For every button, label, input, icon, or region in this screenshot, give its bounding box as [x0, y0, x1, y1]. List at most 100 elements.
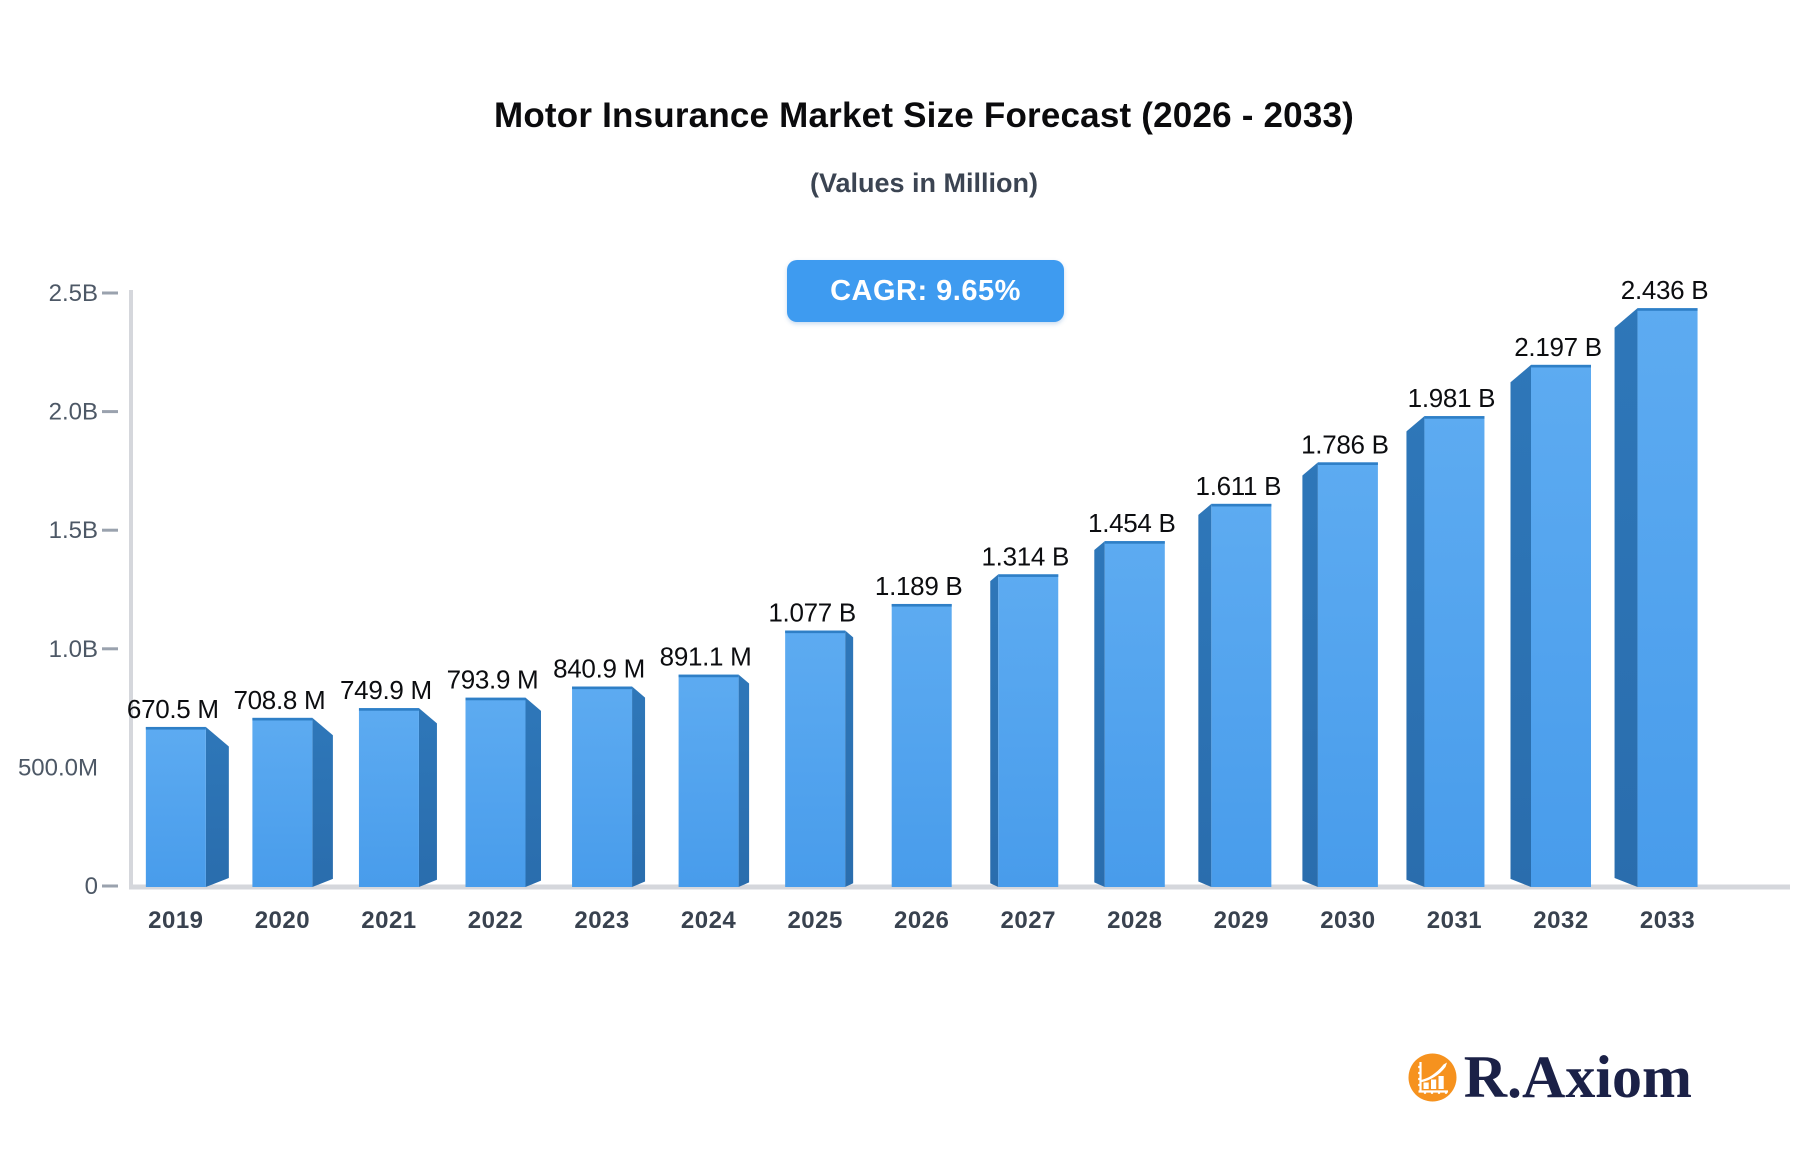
x-axis-label: 2031 [1427, 907, 1482, 934]
x-axis-label: 2023 [574, 907, 629, 934]
brand-name: R.Axiom [1463, 1044, 1692, 1110]
bar-top-edge [1424, 416, 1485, 419]
bar-2024[interactable] [678, 674, 750, 887]
bar-top-edge [572, 686, 633, 690]
bar-side-face [1094, 541, 1105, 887]
bar-top-edge [1317, 462, 1378, 465]
bar-value-label: 708.8 M [233, 685, 325, 715]
y-axis-tick [102, 884, 118, 888]
y-axis-label: 1.0B [49, 636, 98, 663]
bar-value-label: 2.436 B [1621, 275, 1709, 305]
bar-side-face [418, 708, 437, 887]
bar-top-edge [358, 708, 419, 711]
bar-side-face [525, 697, 541, 887]
bar-side-face [312, 717, 333, 887]
bar-front-face [1531, 364, 1591, 888]
brand-logo: R.Axiom [1408, 1044, 1692, 1110]
bar-2021[interactable] [358, 708, 437, 887]
bar-2027[interactable] [990, 574, 1059, 887]
bar-2019[interactable] [145, 726, 229, 887]
chart-title: Motor Insurance Market Size Forecast (20… [493, 96, 1355, 135]
bar-value-label: 1.454 B [1088, 508, 1176, 538]
y-axis-tick [102, 291, 118, 295]
y-axis-label: 2.5B [49, 280, 98, 307]
bar-side-face [738, 674, 750, 887]
bar-value-label: 749.9 M [340, 675, 432, 705]
bar-front-face [1104, 541, 1165, 887]
cagr-badge: CAGR: 9.65% [787, 260, 1064, 322]
y-axis-label: 2.0B [49, 399, 98, 426]
x-axis-label: 2025 [787, 907, 842, 934]
x-axis-baseline [129, 884, 1790, 890]
bar-2026[interactable] [891, 603, 952, 887]
x-axis-label: 2024 [681, 907, 737, 934]
bar-value-label: 1.981 B [1408, 383, 1496, 413]
bar-front-face [678, 674, 739, 887]
bar-top-edge [678, 674, 739, 678]
bar-front-face [785, 630, 846, 887]
bar-2030[interactable] [1302, 462, 1378, 887]
bar-front-face [252, 717, 313, 887]
bar-value-label: 1.189 B [875, 571, 963, 601]
cagr-badge-label: CAGR: 9.65% [830, 274, 1021, 307]
bar-2022[interactable] [465, 697, 542, 887]
bar-2032[interactable] [1510, 364, 1592, 888]
bar-side-face [205, 726, 229, 887]
bar-2025[interactable] [785, 630, 854, 887]
y-axis-line [129, 290, 133, 889]
bar-top-edge [785, 630, 846, 634]
bar-top-edge [145, 726, 206, 730]
bar-front-face [998, 574, 1059, 887]
bar-front-face [1637, 308, 1698, 887]
bar-2033[interactable] [1614, 308, 1698, 887]
bar-chart-growth-icon [1408, 1053, 1457, 1101]
bar-2028[interactable] [1094, 541, 1165, 887]
bar-value-label: 793.9 M [447, 665, 539, 695]
bar-front-face [145, 726, 206, 887]
bar-front-face [572, 686, 633, 887]
x-axis-label: 2026 [894, 907, 949, 934]
bar-side-face [1510, 364, 1531, 888]
bar-value-label: 1.611 B [1196, 471, 1282, 501]
bar-top-edge [891, 603, 952, 607]
x-axis-label: 2030 [1320, 907, 1375, 934]
bar-top-edge [1637, 308, 1698, 311]
bar-value-label: 1.314 B [981, 541, 1069, 571]
bar-front-face [465, 697, 526, 887]
x-axis-label: 2021 [361, 907, 416, 934]
x-axis-label: 2032 [1533, 907, 1588, 934]
bar-2031[interactable] [1406, 416, 1485, 887]
bar-top-edge [1104, 541, 1165, 544]
bar-side-face [632, 686, 646, 887]
bar-side-face [1406, 416, 1425, 887]
bar-side-face [845, 630, 854, 887]
bar-front-face [1424, 416, 1485, 887]
bar-value-label: 2.197 B [1514, 332, 1602, 362]
bar-side-face [1302, 462, 1318, 887]
bar-front-face [1317, 462, 1378, 887]
bar-top-edge [465, 697, 526, 701]
chart-subtitle: (Values in Million) [809, 168, 1039, 198]
bar-2020[interactable] [252, 717, 333, 887]
x-axis-label: 2027 [1001, 907, 1056, 934]
x-axis-label: 2020 [255, 907, 310, 934]
bar-front-face [1211, 503, 1272, 887]
x-axis-label: 2028 [1107, 907, 1162, 934]
bar-top-edge [998, 574, 1059, 577]
y-axis-tick [102, 647, 118, 651]
bar-value-label: 1.786 B [1301, 429, 1389, 459]
x-axis-label: 2029 [1214, 907, 1269, 934]
bar-value-label: 891.1 M [660, 642, 752, 672]
bar-2023[interactable] [572, 686, 646, 887]
bar-2029[interactable] [1198, 503, 1272, 887]
x-axis-label: 2022 [468, 907, 523, 934]
bar-value-label: 670.5 M [127, 694, 219, 724]
y-axis-label: 500.0M [18, 754, 98, 781]
bar-front-face [891, 603, 952, 887]
bar-front-face [358, 708, 419, 887]
y-axis-label: 0 [85, 873, 98, 900]
y-axis-tick [102, 528, 118, 532]
bar-side-face [1614, 308, 1638, 887]
